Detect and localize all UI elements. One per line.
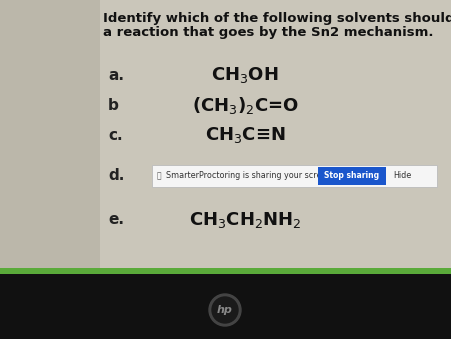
- Text: SmarterProctoring is sharing your screen.: SmarterProctoring is sharing your screen…: [166, 172, 334, 180]
- Text: ⏸: ⏸: [157, 172, 161, 180]
- FancyBboxPatch shape: [0, 274, 451, 339]
- Text: Hide: Hide: [393, 172, 411, 180]
- Text: Identify which of the following solvents should be avoided when conduc: Identify which of the following solvents…: [103, 12, 451, 25]
- Text: Stop sharing: Stop sharing: [324, 172, 380, 180]
- FancyBboxPatch shape: [0, 0, 100, 270]
- Text: d.: d.: [108, 168, 124, 183]
- FancyBboxPatch shape: [0, 268, 451, 274]
- Text: e.: e.: [108, 213, 124, 227]
- Text: hp: hp: [217, 305, 233, 315]
- FancyBboxPatch shape: [0, 0, 451, 270]
- Text: c.: c.: [108, 127, 123, 142]
- FancyBboxPatch shape: [318, 167, 386, 185]
- FancyBboxPatch shape: [152, 165, 437, 187]
- Text: b: b: [108, 98, 119, 113]
- Text: CH$_3$OH: CH$_3$OH: [211, 65, 279, 85]
- Text: (CH$_3$)$_2$C=O: (CH$_3$)$_2$C=O: [192, 95, 299, 116]
- Circle shape: [212, 297, 238, 323]
- Text: CH$_3$CH$_2$NH$_2$: CH$_3$CH$_2$NH$_2$: [189, 210, 301, 230]
- Circle shape: [209, 294, 241, 326]
- Text: a.: a.: [108, 67, 124, 82]
- Text: CH$_3$C≡N: CH$_3$C≡N: [205, 125, 285, 145]
- Text: a reaction that goes by the Sn2 mechanism.: a reaction that goes by the Sn2 mechanis…: [103, 26, 433, 39]
